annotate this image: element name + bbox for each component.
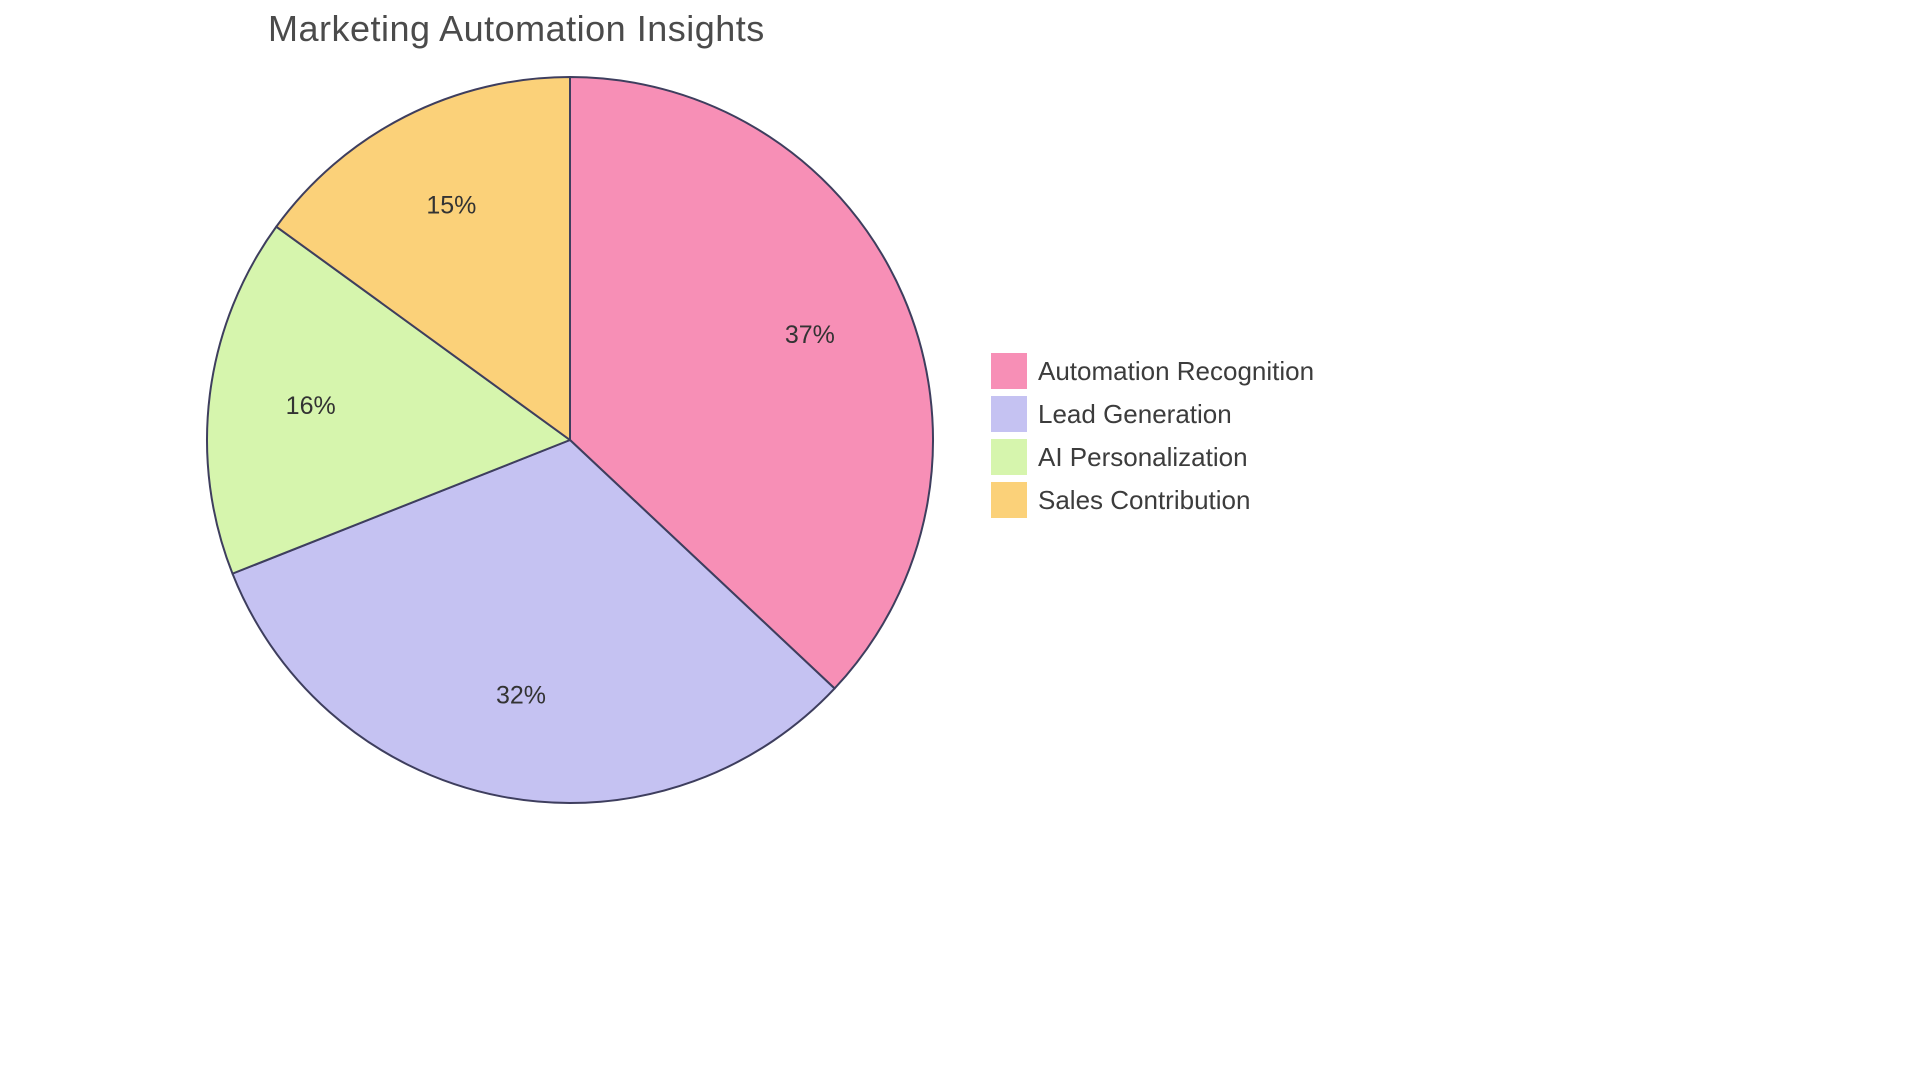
- legend-item: Automation Recognition: [991, 353, 1314, 389]
- pie-slice-4: [275, 76, 571, 441]
- legend-swatch: [991, 439, 1027, 475]
- legend-item: Lead Generation: [991, 396, 1314, 432]
- pie-percent-label: 15%: [426, 192, 476, 220]
- legend-swatch: [991, 396, 1027, 432]
- pie-percent-label: 16%: [286, 392, 336, 420]
- legend-label: Automation Recognition: [1038, 355, 1315, 386]
- pie-percent-label: 37%: [785, 321, 835, 349]
- pie-slice-3: [206, 225, 571, 575]
- pie-slice-1: [569, 76, 934, 690]
- pie-percent-label: 32%: [496, 681, 546, 709]
- pie-chart: 37% 32% 16% 15%: [206, 76, 934, 804]
- legend-swatch: [991, 353, 1027, 389]
- legend: Automation Recognition Lead Generation AI …: [991, 353, 1314, 518]
- legend-swatch: [991, 482, 1027, 518]
- legend-label: Sales Contribution: [1038, 484, 1251, 515]
- legend-label: Lead Generation: [1038, 398, 1232, 429]
- chart-title: Marketing Automation Insights: [268, 8, 765, 49]
- legend-item: AI Personalization: [991, 439, 1314, 475]
- legend-label: AI Personalization: [1038, 441, 1248, 472]
- legend-item: Sales Contribution: [991, 482, 1314, 518]
- pie-slice-2: [231, 439, 836, 804]
